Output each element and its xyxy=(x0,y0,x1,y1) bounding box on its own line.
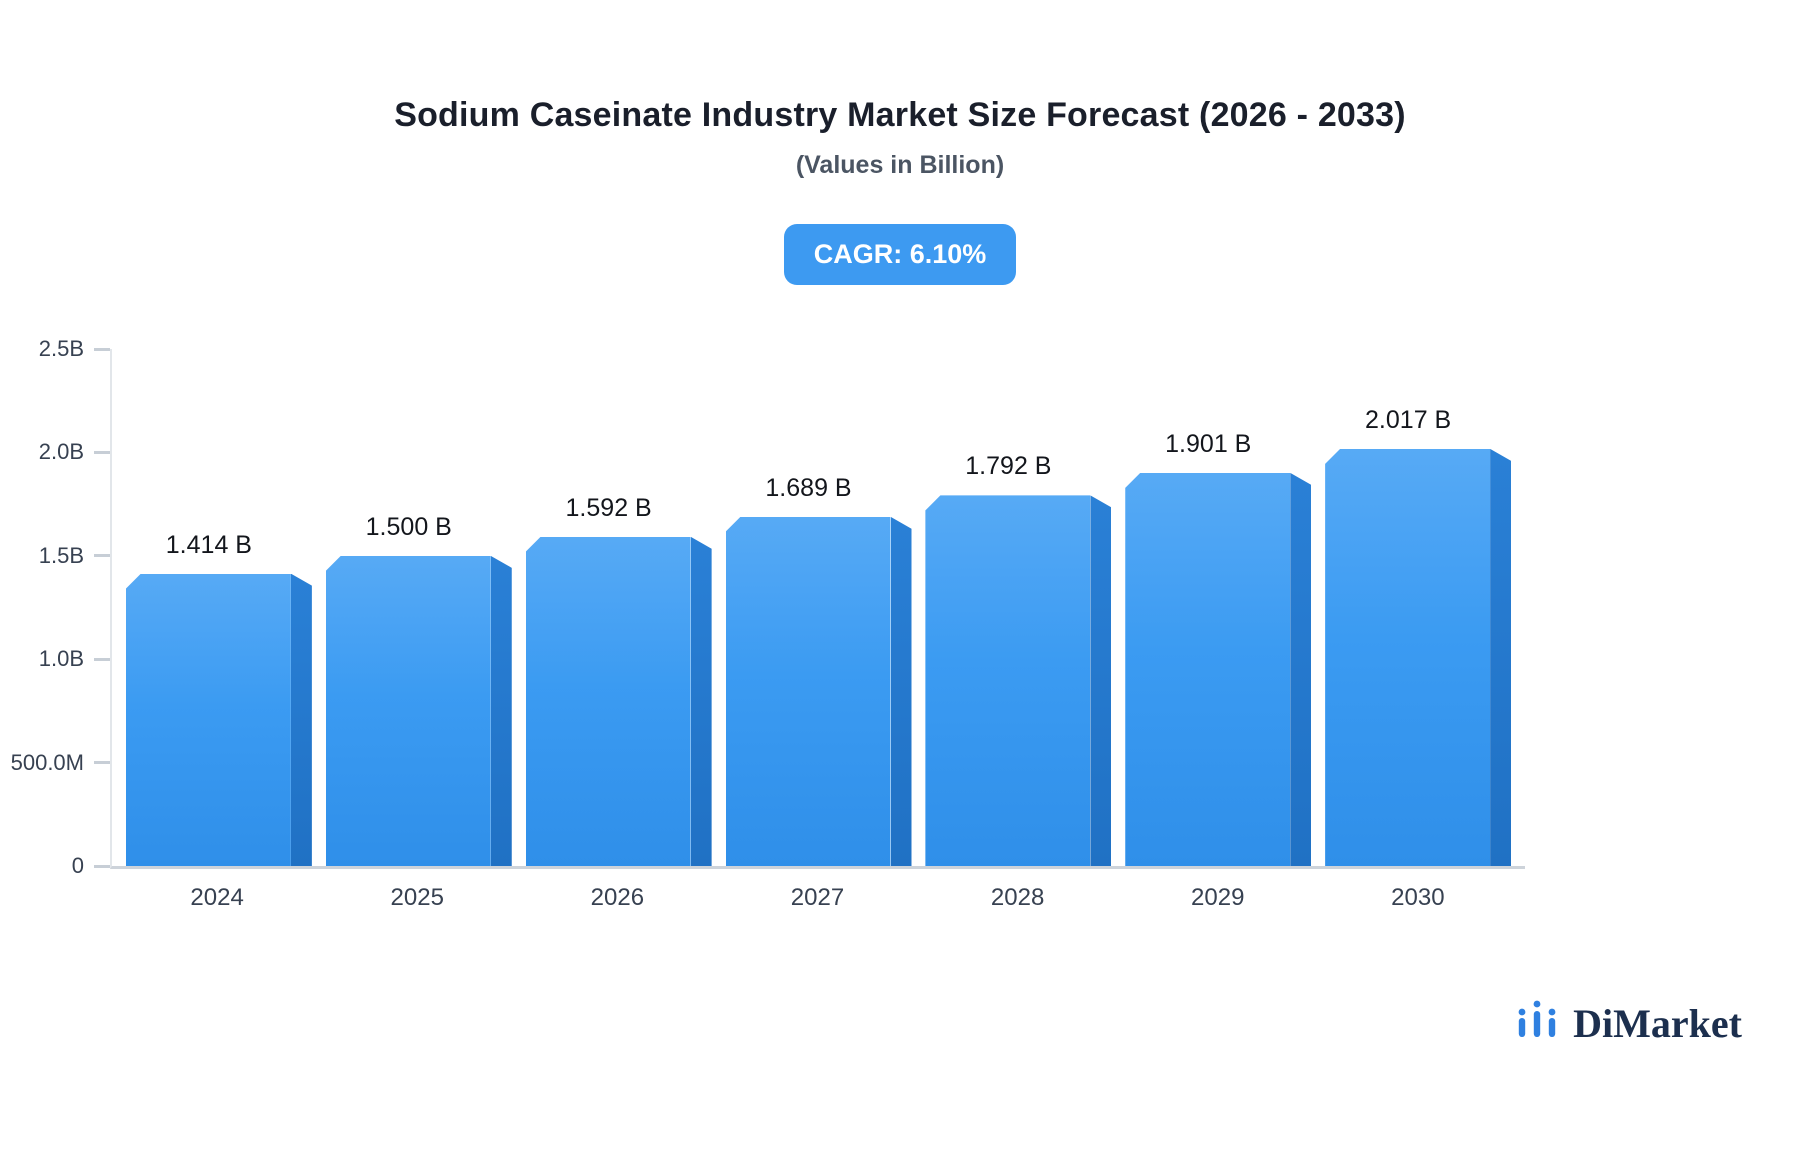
bar xyxy=(125,573,312,866)
y-tick-mark xyxy=(94,450,110,454)
y-tick-label: 2.0B xyxy=(38,439,84,465)
bar-front-face xyxy=(125,573,291,866)
x-axis-label: 2030 xyxy=(1391,884,1445,911)
y-tick-mark xyxy=(94,554,110,558)
bar-value-label: 1.901 B xyxy=(1165,429,1252,458)
x-axis-label: 2027 xyxy=(790,884,845,911)
bar-front-face xyxy=(925,495,1091,866)
bar-column: 1.592 B xyxy=(525,349,712,866)
y-axis-tick: 1.0B xyxy=(39,646,110,672)
bar-side-face xyxy=(1090,495,1112,866)
bar-column: 1.414 B xyxy=(125,349,312,866)
y-axis-tick: 2.0B xyxy=(39,439,110,465)
bar-side-face xyxy=(1490,448,1512,866)
y-axis-tick: 0 xyxy=(72,853,110,879)
bar-column: 2.017 B xyxy=(1325,349,1512,866)
y-axis-tick: 2.5B xyxy=(39,336,110,362)
y-tick-label: 1.0B xyxy=(38,646,84,672)
chart-page: Sodium Caseinate Industry Market Size Fo… xyxy=(0,96,1800,1156)
plot-area: 2.5B 2.0B 1.5B 1.0B 500.0M 0 1.414 B 1.500 B 1.5… xyxy=(11,336,1525,878)
bar-side-face xyxy=(890,516,912,866)
bar xyxy=(325,555,512,866)
bar xyxy=(925,495,1112,866)
brand-logo: DiMarket xyxy=(1515,999,1742,1044)
bar xyxy=(1325,448,1512,866)
y-tick-label: 0 xyxy=(71,853,84,878)
y-tick-mark xyxy=(94,864,110,868)
bar-side-face xyxy=(490,555,512,866)
badge-row: CAGR: 6.10% xyxy=(0,224,1800,285)
chart-title: Sodium Caseinate Industry Market Size Fo… xyxy=(394,96,1406,134)
y-axis-tick: 500.0M xyxy=(11,750,110,776)
bar-value-label: 1.592 B xyxy=(565,493,652,522)
y-tick-label: 500.0M xyxy=(10,749,84,775)
x-axis: 2024 2025 2026 2027 2028 2029 2030 xyxy=(110,884,1525,924)
bar-side-face xyxy=(1290,472,1312,866)
bar-column: 1.500 B xyxy=(325,349,512,866)
bar-column: 1.689 B xyxy=(725,349,912,866)
y-tick-mark xyxy=(94,761,110,765)
y-tick-mark xyxy=(94,347,110,351)
bar-value-label: 1.414 B xyxy=(165,530,252,559)
chart-subtitle: (Values in Billion) xyxy=(795,151,1005,179)
bar-value-label: 2.017 B xyxy=(1365,405,1452,434)
bar-column: 1.901 B xyxy=(1125,349,1312,866)
bar-front-face xyxy=(325,555,491,866)
bar-chart-icon xyxy=(1515,999,1561,1044)
bar-value-label: 1.689 B xyxy=(765,473,852,502)
x-axis-label: 2024 xyxy=(190,884,244,911)
bar-front-face xyxy=(525,536,691,866)
bar-value-label: 1.792 B xyxy=(965,452,1052,481)
y-axis-tick: 1.5B xyxy=(39,543,110,569)
bar xyxy=(725,516,912,866)
x-axis-label: 2029 xyxy=(1191,884,1245,911)
bar-value-label: 1.500 B xyxy=(365,512,452,541)
bar-front-face xyxy=(1125,472,1291,866)
y-tick-label: 1.5B xyxy=(38,542,84,568)
bar-side-face xyxy=(290,573,312,866)
y-tick-mark xyxy=(94,657,110,661)
bar-front-face xyxy=(1325,448,1491,866)
bar xyxy=(525,536,712,866)
bar-column: 1.792 B xyxy=(925,349,1112,866)
bar-front-face xyxy=(725,516,891,866)
logo-text: DiMarket xyxy=(1573,1001,1742,1046)
chart-area: 2.5B 2.0B 1.5B 1.0B 500.0M 0 1.414 B 1.500 B 1.5… xyxy=(11,336,1525,878)
x-axis-label: 2025 xyxy=(390,884,444,911)
cagr-badge: CAGR: 6.10% xyxy=(783,224,1017,285)
x-axis-label: 2026 xyxy=(590,884,645,911)
x-axis-label: 2028 xyxy=(990,884,1045,911)
bar-side-face xyxy=(690,536,712,866)
y-tick-label: 2.5B xyxy=(38,336,84,361)
bar xyxy=(1125,472,1312,866)
